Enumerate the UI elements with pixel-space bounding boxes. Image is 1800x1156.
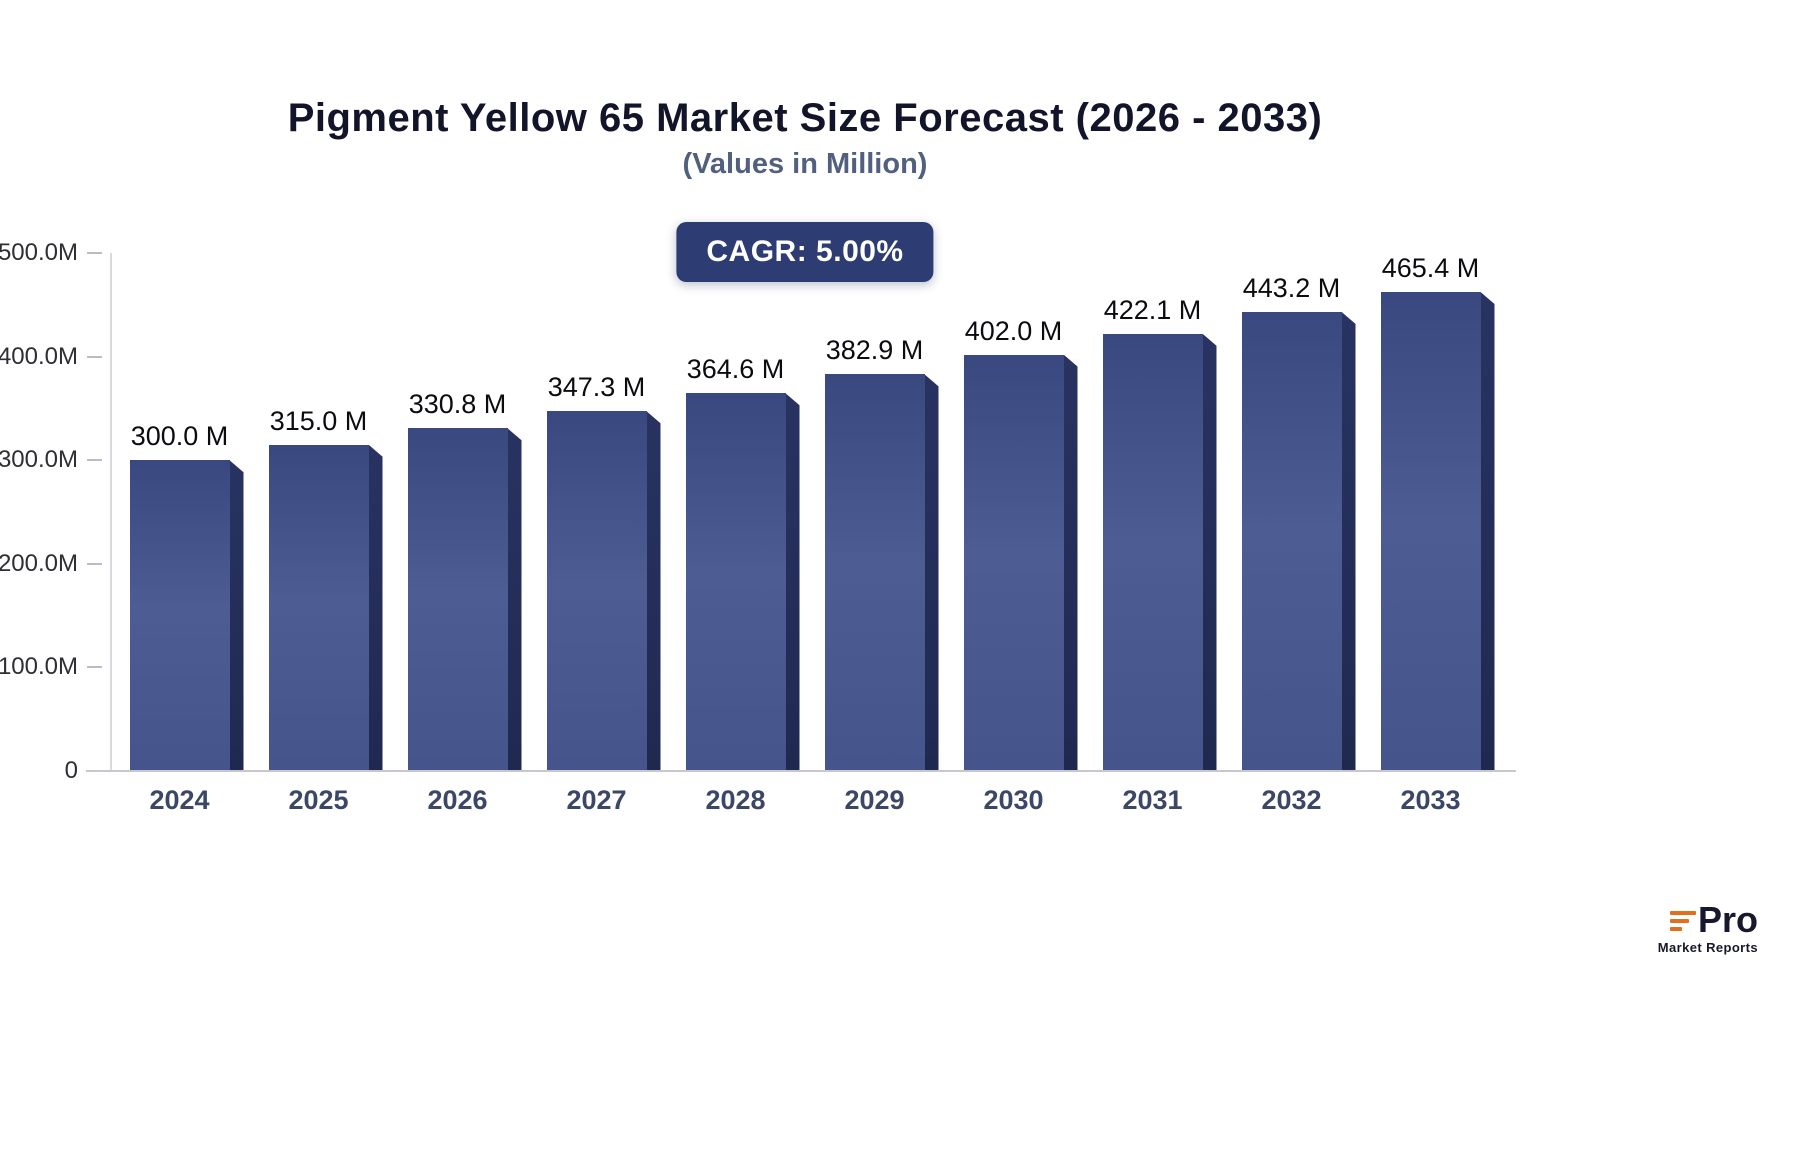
bar-side-face xyxy=(1341,311,1356,771)
bar-front-face xyxy=(546,411,647,771)
y-tick-mark xyxy=(87,252,102,254)
y-tick-label: 300.0M xyxy=(0,446,78,474)
bar-value-label: 382.9 M xyxy=(825,335,924,366)
y-axis: 500.0M 400.0M 300.0M 200.0M 100.0M 0 xyxy=(0,239,102,784)
bar-front-face xyxy=(129,460,230,771)
bar-front-face xyxy=(1380,292,1481,771)
y-tick: 100.0M xyxy=(0,653,102,681)
bar-2027[interactable] xyxy=(546,411,661,771)
bar-side-face xyxy=(507,428,522,771)
y-tick-mark xyxy=(87,459,102,462)
chart-title: Pigment Yellow 65 Market Size Forecast (… xyxy=(287,96,1323,140)
logo-tagline: Market Reports xyxy=(1657,940,1758,955)
x-axis-label: 2033 xyxy=(1400,785,1461,815)
bar-front-face xyxy=(1241,311,1342,771)
y-tick-label: 0 xyxy=(64,757,78,784)
y-tick-mark xyxy=(87,666,102,669)
y-tick: 400.0M xyxy=(0,343,102,371)
bar-front-face xyxy=(407,428,508,771)
bar-2029[interactable] xyxy=(824,374,939,771)
x-axis-label: 2025 xyxy=(288,785,349,815)
y-axis-line xyxy=(110,253,112,771)
y-tick-label: 500.0M xyxy=(0,239,78,266)
x-axis-label: 2030 xyxy=(983,785,1044,815)
y-tick: 500.0M xyxy=(0,239,102,267)
bar-2030[interactable] xyxy=(963,354,1078,771)
y-tick: 300.0M xyxy=(0,446,102,474)
bar-front-face xyxy=(1102,333,1203,771)
bar-slot: 315.0 M xyxy=(249,253,388,771)
y-tick: 200.0M xyxy=(0,550,102,578)
bar-2024[interactable] xyxy=(129,460,244,771)
logo-brand: Pro xyxy=(1697,899,1758,940)
logo-bars-icon xyxy=(1669,911,1696,938)
cagr-badge: CAGR: 5.00% xyxy=(676,222,934,282)
bar-value-label: 364.6 M xyxy=(686,354,785,385)
chart-subtitle: (Values in Million) xyxy=(682,148,928,180)
bar-slot: 443.2 M xyxy=(1222,253,1361,771)
bar-slot: 330.8 M xyxy=(388,253,527,771)
bar-slot: 402.0 M xyxy=(944,253,1083,771)
x-axis-label: 2027 xyxy=(566,785,627,815)
bar-side-face xyxy=(1480,292,1495,771)
y-tick-mark xyxy=(87,562,102,565)
bar-slot: 465.4 M xyxy=(1361,253,1500,771)
bar-front-face xyxy=(685,393,786,771)
x-axis-label: 2029 xyxy=(844,785,905,815)
plot-area: 300.0 M 315.0 M 330.8 M 347.3 M 364.6 M 382.9… xyxy=(110,253,1500,771)
bar-value-label: 443.2 M xyxy=(1242,272,1341,303)
bar-side-face xyxy=(924,374,939,771)
bar-side-face xyxy=(1202,333,1217,771)
bar-front-face xyxy=(268,444,369,771)
bar-value-label: 315.0 M xyxy=(269,405,368,436)
bar-value-label: 402.0 M xyxy=(964,315,1063,346)
bar-value-label: 422.1 M xyxy=(1103,294,1202,325)
bar-side-face xyxy=(646,411,661,771)
bar-value-label: 300.0 M xyxy=(130,421,229,452)
x-axis-line xyxy=(86,770,1516,772)
bar-slot: 364.6 M xyxy=(666,253,805,771)
bar-2026[interactable] xyxy=(407,428,522,771)
x-axis-label: 2026 xyxy=(427,785,488,815)
bar-side-face xyxy=(229,460,244,771)
x-axis: 2024 2025 2026 2027 2028 2029 2030 2031 2032 2033 xyxy=(110,785,1500,816)
bar-value-label: 330.8 M xyxy=(408,389,507,420)
x-axis-label: 2028 xyxy=(705,785,766,815)
bar-value-label: 465.4 M xyxy=(1381,253,1480,283)
bar-front-face xyxy=(824,374,925,771)
bar-slot: 300.0 M xyxy=(110,253,249,771)
bar-2033[interactable] xyxy=(1380,292,1495,771)
bar-side-face xyxy=(1063,354,1078,771)
bar-slot: 382.9 M xyxy=(805,253,944,771)
bar-2031[interactable] xyxy=(1102,333,1217,771)
bar-2025[interactable] xyxy=(268,444,383,771)
y-tick-label: 400.0M xyxy=(0,342,78,370)
bar-value-label: 347.3 M xyxy=(547,372,646,403)
bar-side-face xyxy=(785,393,800,771)
logo: Pro Market Reports xyxy=(1657,899,1758,956)
x-axis-label: 2032 xyxy=(1261,785,1322,815)
bar-side-face xyxy=(368,444,383,771)
x-axis-label: 2024 xyxy=(149,785,210,815)
bar-slot: 347.3 M xyxy=(527,253,666,771)
y-tick-mark xyxy=(87,355,102,358)
y-tick-label: 200.0M xyxy=(0,549,78,577)
y-tick-label: 100.0M xyxy=(0,653,78,681)
bar-2028[interactable] xyxy=(685,393,800,771)
bar-2032[interactable] xyxy=(1241,311,1356,771)
bar-front-face xyxy=(963,354,1064,771)
x-axis-label: 2031 xyxy=(1122,785,1183,815)
bar-slot: 422.1 M xyxy=(1083,253,1222,771)
